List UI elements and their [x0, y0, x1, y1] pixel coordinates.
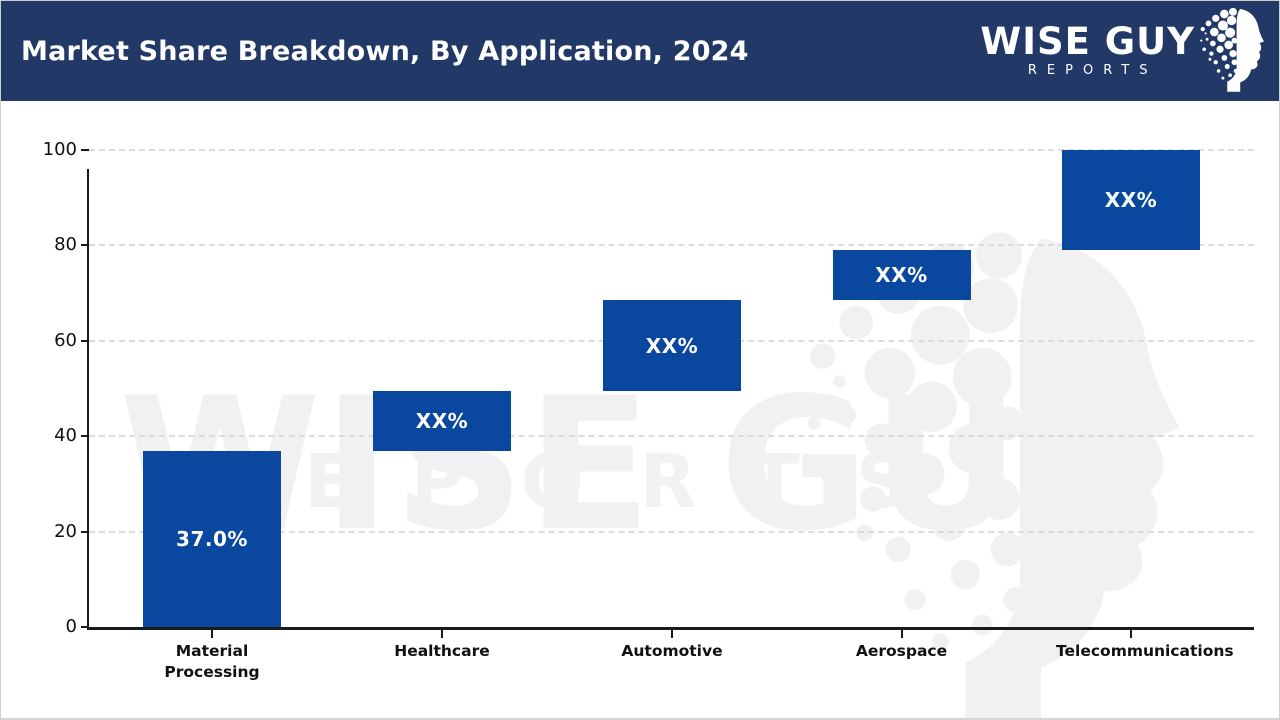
x-axis-tick	[671, 630, 673, 638]
x-axis-tick	[1130, 630, 1132, 638]
category-label: Aerospace	[855, 642, 948, 660]
logo-brand-name: WISE GUY	[980, 19, 1195, 63]
wise-guy-head-icon	[1197, 7, 1269, 93]
gridline	[89, 149, 1254, 151]
bar-value-label: XX%	[645, 333, 699, 358]
waterfall-bar: XX%	[1062, 150, 1200, 251]
category-label: Telecommunications	[1056, 642, 1234, 660]
waterfall-bar: XX%	[373, 390, 511, 451]
waterfall-bar: XX%	[603, 300, 741, 391]
y-axis-tick	[81, 626, 89, 628]
y-axis-tick	[81, 339, 89, 342]
wise-guy-logo: WISE GUY REPORTS	[980, 7, 1269, 93]
category-label: Healthcare	[394, 642, 490, 660]
x-axis-tick	[211, 630, 213, 638]
bar-value-label: XX%	[875, 263, 928, 288]
y-axis-tick-label: 60	[54, 329, 77, 351]
y-axis-tick-label: 20	[54, 520, 77, 542]
gridline	[89, 244, 1254, 247]
bar-value-label: 37.0%	[176, 526, 248, 551]
waterfall-bar: XX%	[832, 250, 971, 301]
x-axis-tick	[441, 630, 443, 638]
bar-value-label: XX%	[1104, 188, 1158, 213]
chart-area: WISE GUY REPORTS 0 20 40 60 80 100 37.0% Materi…	[1, 101, 1279, 718]
y-axis-tick	[81, 435, 89, 438]
x-axis-line	[87, 627, 1254, 630]
report-header: Market Share Breakdown, By Application, …	[1, 1, 1279, 101]
y-axis-tick	[81, 530, 89, 533]
y-axis-tick-label: 80	[54, 234, 77, 256]
y-axis-tick-label: 100	[42, 139, 77, 160]
bar-value-label: XX%	[415, 408, 469, 433]
page-title: Market Share Breakdown, By Application, …	[21, 35, 749, 67]
logo-text: WISE GUY REPORTS	[980, 19, 1195, 78]
y-axis-tick	[81, 149, 89, 151]
logo-brand-subtitle: REPORTS	[1027, 62, 1158, 78]
category-label: Automotive	[621, 642, 723, 660]
gridline	[89, 435, 1254, 438]
y-axis-tick	[81, 244, 89, 247]
watermark-text-line2: REPORTS	[191, 439, 966, 525]
y-axis-line	[87, 169, 89, 630]
y-axis-tick-label: 0	[65, 616, 77, 637]
x-axis-tick	[900, 630, 903, 638]
gridline	[89, 530, 1254, 533]
y-axis-tick-label: 40	[54, 425, 77, 447]
waterfall-bar: 37.0%	[143, 450, 281, 627]
category-label: Material Processing	[164, 642, 260, 681]
